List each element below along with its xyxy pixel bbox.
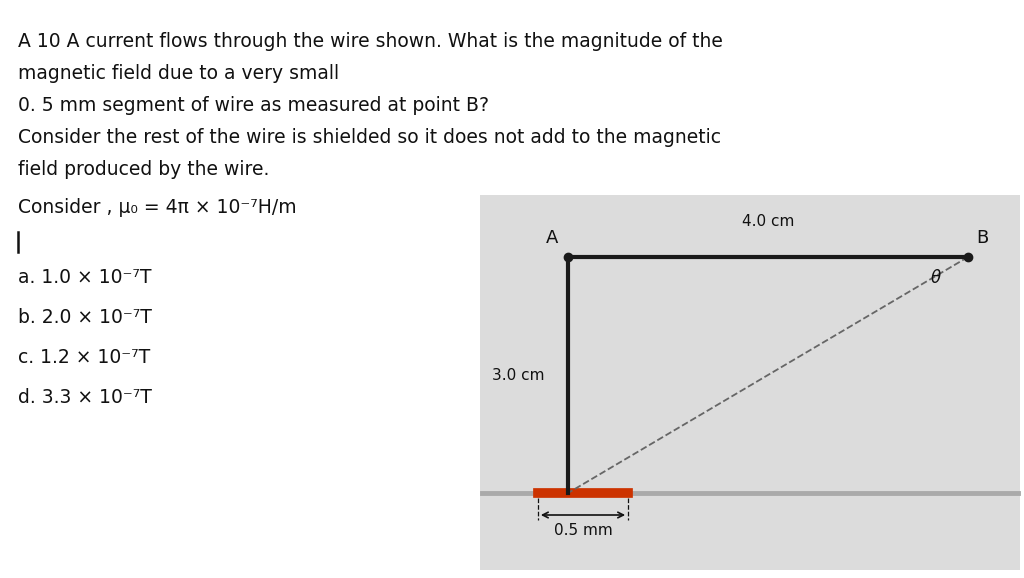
Text: A 10 A current flows through the wire shown. What is the magnitude of the: A 10 A current flows through the wire sh… bbox=[18, 32, 723, 51]
Text: magnetic field due to a very small: magnetic field due to a very small bbox=[18, 64, 339, 83]
Text: field produced by the wire.: field produced by the wire. bbox=[18, 160, 269, 179]
Text: c. 1.2 × 10⁻⁷T: c. 1.2 × 10⁻⁷T bbox=[18, 348, 151, 367]
Text: d. 3.3 × 10⁻⁷T: d. 3.3 × 10⁻⁷T bbox=[18, 388, 152, 407]
Text: 3.0 cm: 3.0 cm bbox=[492, 368, 545, 383]
Text: a. 1.0 × 10⁻⁷T: a. 1.0 × 10⁻⁷T bbox=[18, 268, 152, 287]
Text: B: B bbox=[976, 229, 988, 247]
Text: 0. 5 mm segment of wire as measured at point B?: 0. 5 mm segment of wire as measured at p… bbox=[18, 96, 489, 115]
FancyBboxPatch shape bbox=[480, 195, 1020, 570]
Text: b. 2.0 × 10⁻⁷T: b. 2.0 × 10⁻⁷T bbox=[18, 308, 152, 327]
Text: Consider , μ₀ = 4π × 10⁻⁷H/m: Consider , μ₀ = 4π × 10⁻⁷H/m bbox=[18, 198, 297, 217]
Text: Consider the rest of the wire is shielded so it does not add to the magnetic: Consider the rest of the wire is shielde… bbox=[18, 128, 721, 147]
Text: 0.5 mm: 0.5 mm bbox=[554, 523, 612, 538]
Text: 4.0 cm: 4.0 cm bbox=[741, 214, 795, 229]
Text: A: A bbox=[546, 229, 558, 247]
Text: $\theta$: $\theta$ bbox=[930, 269, 942, 287]
